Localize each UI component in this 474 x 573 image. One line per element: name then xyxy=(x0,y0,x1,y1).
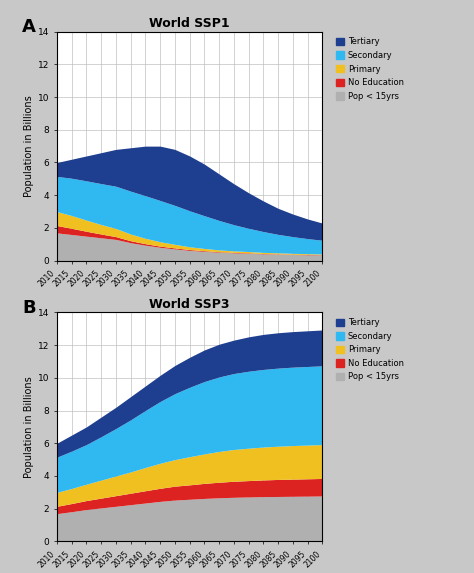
Legend: Tertiary, Secondary, Primary, No Education, Pop < 15yrs: Tertiary, Secondary, Primary, No Educati… xyxy=(335,316,405,383)
Text: A: A xyxy=(22,18,36,36)
Title: World SSP1: World SSP1 xyxy=(149,17,230,30)
Legend: Tertiary, Secondary, Primary, No Education, Pop < 15yrs: Tertiary, Secondary, Primary, No Educati… xyxy=(335,36,405,103)
Y-axis label: Population in Billions: Population in Billions xyxy=(24,95,34,197)
Title: World SSP3: World SSP3 xyxy=(149,298,230,311)
Text: B: B xyxy=(22,299,36,316)
Y-axis label: Population in Billions: Population in Billions xyxy=(24,376,34,478)
